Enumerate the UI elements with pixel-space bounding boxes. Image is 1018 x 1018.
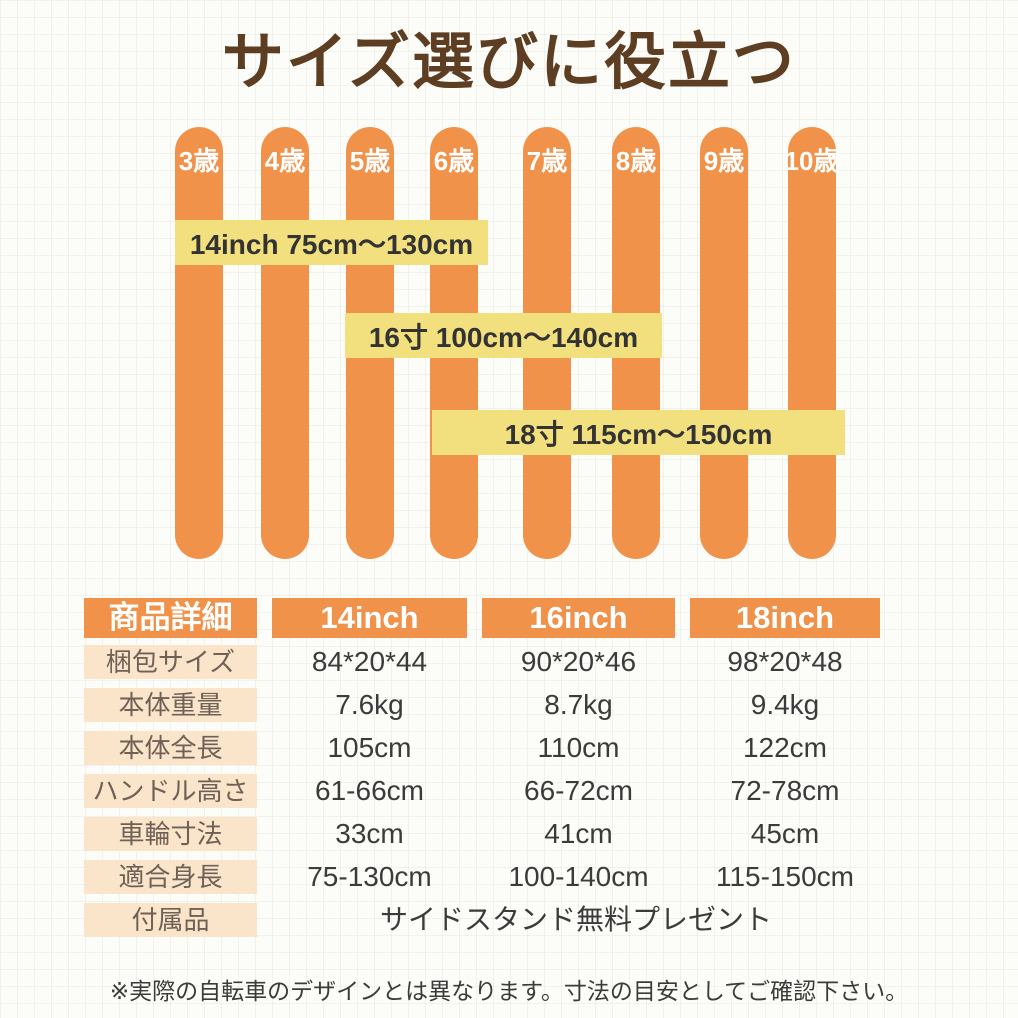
age-label: 9歳 bbox=[703, 146, 745, 176]
spec-value: 8.7kg bbox=[544, 689, 613, 720]
spec-row-label: 本体重量 bbox=[84, 688, 257, 722]
spec-value: 45cm bbox=[750, 818, 820, 849]
spec-header-14inch: 14inch bbox=[272, 598, 467, 638]
spec-value: 110cm bbox=[537, 732, 620, 763]
age-label: 7歳 bbox=[526, 146, 568, 176]
spec-value: 115-150cm bbox=[715, 861, 854, 892]
spec-value: 41cm bbox=[544, 818, 613, 849]
spec-header-title: 商品詳細 bbox=[84, 598, 257, 638]
spec-row-label: 梱包サイズ bbox=[84, 645, 257, 679]
age-label: 5歳 bbox=[349, 146, 391, 176]
spec-value: 90*20*46 bbox=[520, 646, 637, 677]
spec-value: 66-72cm bbox=[524, 775, 633, 806]
size-band-14inch: 14inch 75cm〜130cm bbox=[175, 220, 488, 265]
page-title: サイズ選びに役立つ bbox=[221, 28, 797, 97]
spec-row-body-length: 本体全長 105cm 110cm 122cm bbox=[84, 731, 880, 765]
age-label: 4歳 bbox=[264, 146, 306, 176]
age-label: 3歳 bbox=[178, 146, 220, 176]
spec-row-packing-size: 梱包サイズ 84*20*44 90*20*46 98*20*48 bbox=[84, 645, 880, 679]
spec-row-label: 付属品 bbox=[84, 903, 257, 937]
spec-value: 61-66cm bbox=[315, 775, 424, 806]
footnote: ※実際の自転車のデザインとは異なります。寸法の目安としてご確認下さい。 bbox=[109, 978, 909, 1004]
spec-row-fit-height: 適合身長 75-130cm 100-140cm 115-150cm bbox=[84, 860, 880, 894]
spec-value: 122cm bbox=[742, 732, 828, 763]
age-pillar-4: 4歳 bbox=[261, 127, 309, 559]
spec-value: 84*20*44 bbox=[311, 646, 428, 677]
spec-value: 100-140cm bbox=[508, 861, 649, 892]
spec-value: 72-78cm bbox=[730, 775, 840, 806]
spec-value: 105cm bbox=[327, 732, 412, 763]
age-label: 10歳 bbox=[784, 146, 840, 176]
spec-header-row: 商品詳細 14inch 16inch 18inch bbox=[84, 598, 880, 638]
spec-table: 商品詳細 14inch 16inch 18inch 梱包サイズ 84*20*44… bbox=[84, 598, 880, 946]
age-label: 8歳 bbox=[615, 146, 657, 176]
spec-value: 9.4kg bbox=[750, 689, 820, 720]
age-pillar-9: 9歳 bbox=[700, 127, 748, 559]
spec-row-label: 車輪寸法 bbox=[84, 817, 257, 851]
age-pillar-10: 10歳 bbox=[785, 127, 839, 559]
spec-value: サイドスタンド無料プレゼント bbox=[379, 904, 772, 935]
size-band-16sun: 16寸 100cm〜140cm bbox=[345, 313, 662, 358]
spec-row-label: 適合身長 bbox=[84, 860, 257, 894]
spec-row-label: ハンドル高さ bbox=[84, 774, 257, 808]
spec-value: 7.6kg bbox=[335, 689, 404, 720]
spec-header-18inch: 18inch bbox=[690, 598, 880, 638]
age-pillar-3: 3歳 bbox=[175, 127, 223, 559]
spec-row-accessories: 付属品 サイドスタンド無料プレゼント bbox=[84, 903, 880, 937]
age-label: 6歳 bbox=[433, 146, 475, 176]
spec-row-body-weight: 本体重量 7.6kg 8.7kg 9.4kg bbox=[84, 688, 880, 722]
spec-value: 98*20*48 bbox=[727, 646, 843, 677]
spec-row-wheel-size: 車輪寸法 33cm 41cm 45cm bbox=[84, 817, 880, 851]
spec-header-16inch: 16inch bbox=[482, 598, 675, 638]
spec-row-label: 本体全長 bbox=[84, 731, 257, 765]
spec-value: 75-130cm bbox=[307, 861, 432, 892]
size-band-18sun: 18寸 115cm〜150cm bbox=[432, 410, 845, 455]
spec-value: 33cm bbox=[335, 818, 404, 849]
spec-row-handle-height: ハンドル高さ 61-66cm 66-72cm 72-78cm bbox=[84, 774, 880, 808]
